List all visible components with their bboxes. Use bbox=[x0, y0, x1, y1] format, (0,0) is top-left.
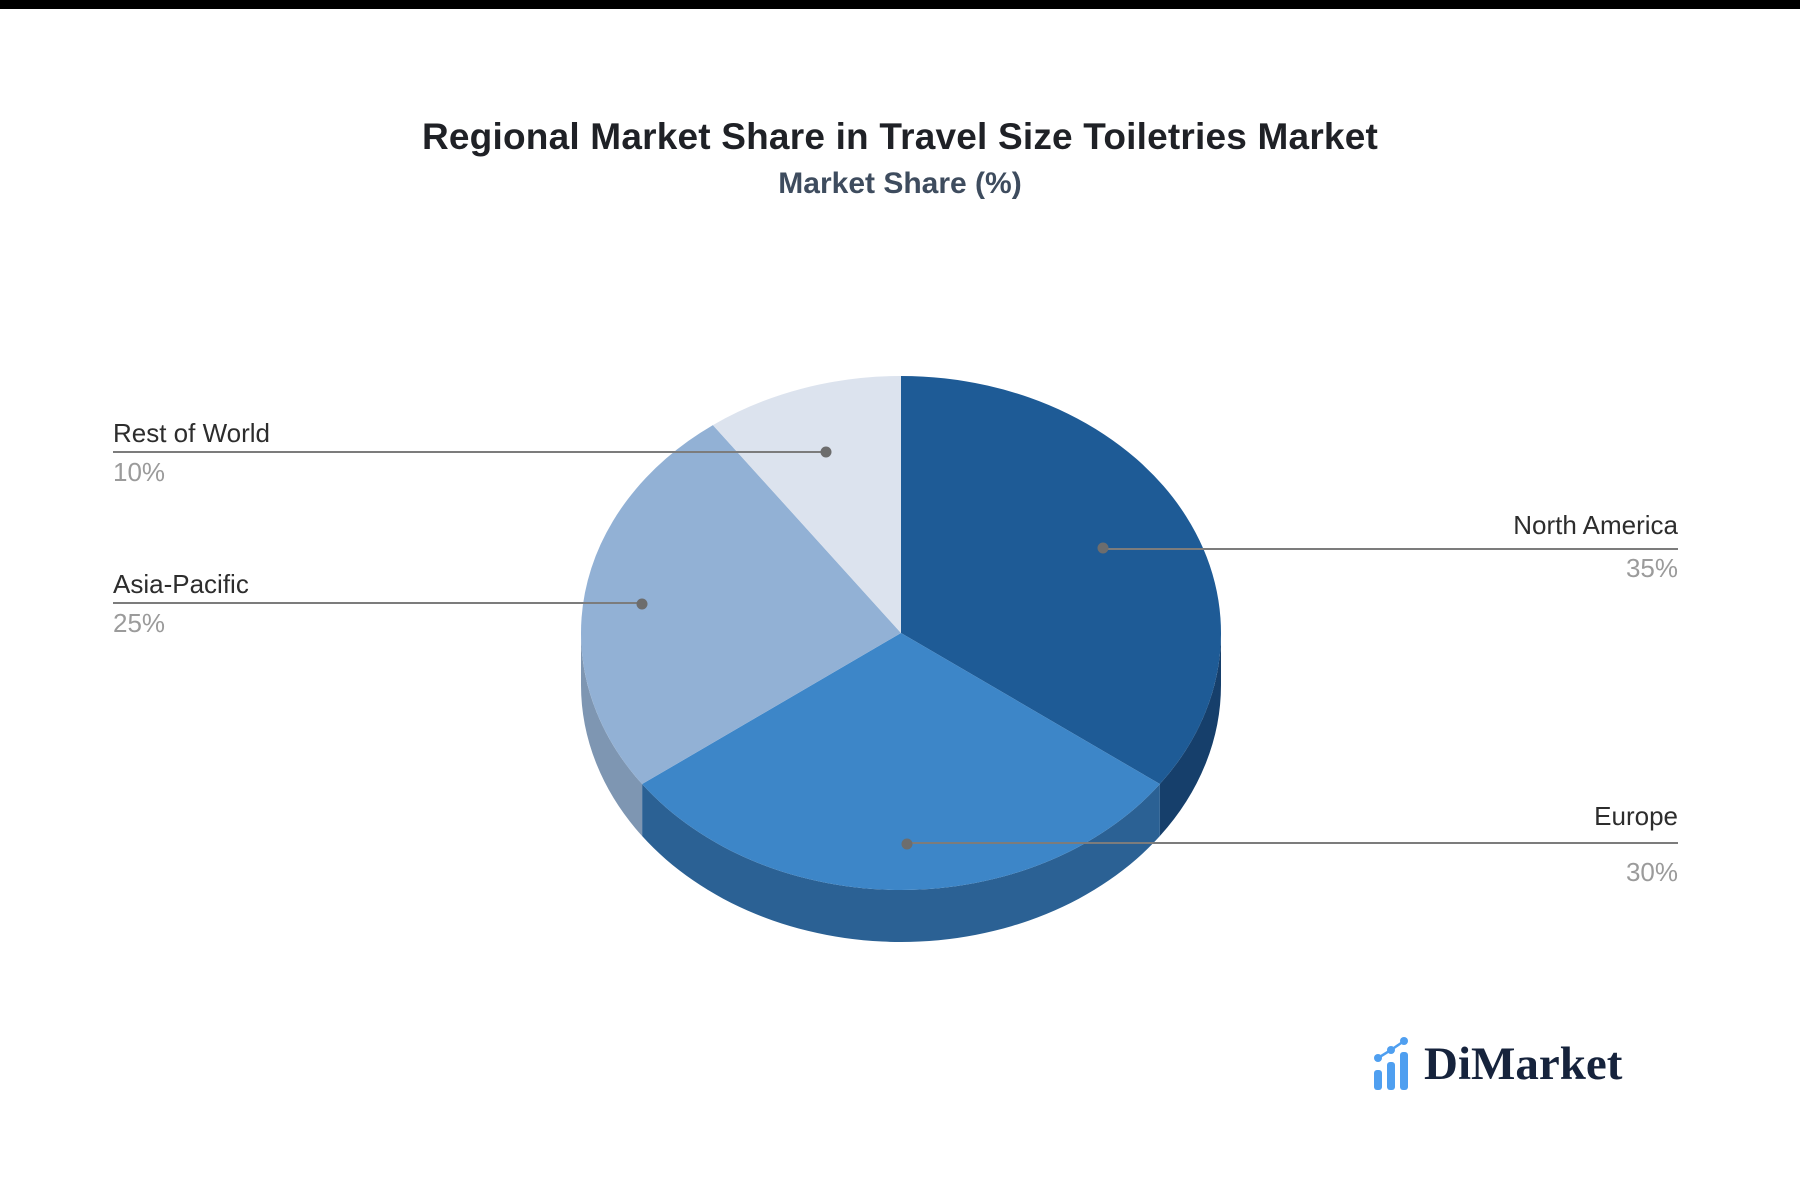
leader-dot-rest-of-world bbox=[820, 446, 832, 458]
callout-value-asia-pacific: 25% bbox=[113, 608, 166, 638]
pie-slice-rest-of-world[interactable] bbox=[712, 376, 901, 633]
top-border-bar bbox=[0, 0, 1800, 9]
callout-label-asia-pacific: Asia-Pacific bbox=[113, 569, 249, 599]
callout-value-rest-of-world: 10% bbox=[113, 457, 166, 487]
leader-dot-europe bbox=[901, 838, 913, 850]
pie-slice-side-north-america bbox=[1159, 633, 1221, 837]
leader-dot-asia-pacific bbox=[636, 598, 648, 610]
callout-label-europe: Europe bbox=[1594, 801, 1678, 831]
pie-slice-europe[interactable] bbox=[642, 633, 1160, 890]
chart-subtitle: Market Share (%) bbox=[778, 167, 1022, 200]
callout-value-north-america: 35% bbox=[1625, 553, 1678, 583]
brand-logo: DiMarket bbox=[1372, 1036, 1622, 1090]
pie-slice-side-europe bbox=[642, 784, 1160, 942]
leader-dot-north-america bbox=[1097, 542, 1109, 554]
pie-slice-side-asia-pacific bbox=[581, 633, 643, 837]
pie-slice-asia-pacific[interactable] bbox=[581, 425, 901, 785]
callout-label-rest-of-world: Rest of World bbox=[113, 418, 271, 448]
callout-value-europe: 30% bbox=[1625, 857, 1678, 887]
callout-label-north-america: North America bbox=[1513, 510, 1678, 540]
bar-chart-logo-icon bbox=[1374, 1037, 1408, 1090]
pie-slice-north-america[interactable] bbox=[901, 376, 1221, 785]
chart-title: Regional Market Share in Travel Size Toi… bbox=[421, 116, 1379, 157]
brand-logo-text: DiMarket bbox=[1424, 1038, 1623, 1090]
